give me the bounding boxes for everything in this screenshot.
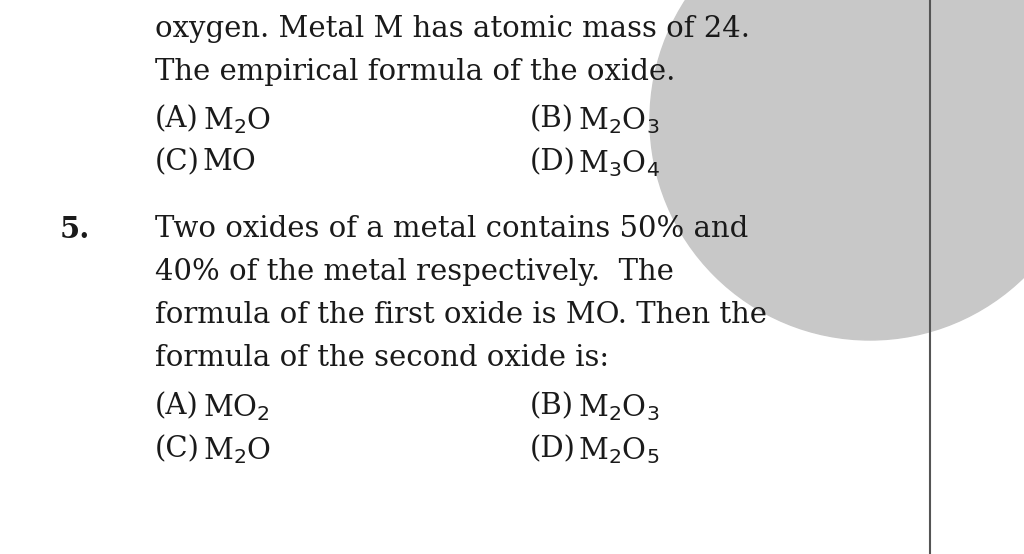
Text: MO$_2$: MO$_2$	[203, 392, 270, 423]
Text: (D): (D)	[530, 148, 575, 176]
Text: (A): (A)	[155, 105, 199, 133]
Text: (B): (B)	[530, 392, 574, 420]
Circle shape	[650, 0, 1024, 340]
Text: oxygen. Metal M has atomic mass of 24.: oxygen. Metal M has atomic mass of 24.	[155, 15, 750, 43]
Text: 5.: 5.	[60, 215, 90, 244]
Text: formula of the second oxide is:: formula of the second oxide is:	[155, 344, 609, 372]
Text: (D): (D)	[530, 435, 575, 463]
Text: M$_2$O$_3$: M$_2$O$_3$	[578, 105, 659, 136]
Text: M$_2$O$_5$: M$_2$O$_5$	[578, 435, 659, 466]
Text: The empirical formula of the oxide.: The empirical formula of the oxide.	[155, 58, 676, 86]
Text: formula of the first oxide is MO. Then the: formula of the first oxide is MO. Then t…	[155, 301, 767, 329]
Text: 40% of the metal respectively.  The: 40% of the metal respectively. The	[155, 258, 674, 286]
Text: M$_2$O$_3$: M$_2$O$_3$	[578, 392, 659, 423]
Text: MO: MO	[203, 148, 257, 176]
Text: Two oxides of a metal contains 50% and: Two oxides of a metal contains 50% and	[155, 215, 749, 243]
Text: M$_2$O: M$_2$O	[203, 435, 271, 466]
Text: (B): (B)	[530, 105, 574, 133]
Text: M$_3$O$_4$: M$_3$O$_4$	[578, 148, 659, 179]
Text: M$_2$O: M$_2$O	[203, 105, 271, 136]
Text: (C): (C)	[155, 148, 200, 176]
Text: (A): (A)	[155, 392, 199, 420]
Text: (C): (C)	[155, 435, 200, 463]
